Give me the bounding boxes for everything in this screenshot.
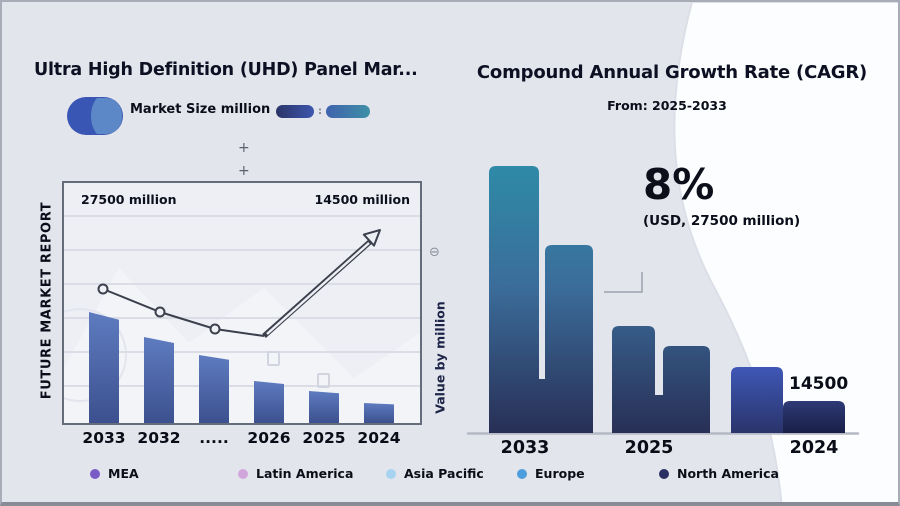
bar-merge-2025 bbox=[655, 395, 663, 433]
right-x-label-2024: 2024 bbox=[789, 438, 839, 458]
legend-pills: : bbox=[276, 105, 370, 118]
annotation-14500: 14500 million bbox=[314, 192, 411, 207]
future-market-report-label: FUTURE MARKET REPORT bbox=[39, 201, 55, 400]
right-bar-primary-2024 bbox=[731, 367, 783, 433]
left-x-label-2024: 2024 bbox=[357, 429, 401, 447]
clipboard-watermark-icon bbox=[267, 351, 280, 366]
legend-item-asia-pacific: Asia Pacific bbox=[386, 466, 484, 481]
right-bars-chart bbox=[466, 166, 860, 435]
gridline bbox=[64, 385, 420, 387]
annotation-27500: 27500 million bbox=[81, 192, 177, 207]
left-bar-..... bbox=[199, 355, 229, 423]
legend-label: Asia Pacific bbox=[404, 466, 484, 481]
left-bar-2026 bbox=[254, 381, 284, 423]
trend-line-and-arrow bbox=[97, 229, 381, 339]
bar-value-14500: 14500 bbox=[789, 374, 849, 394]
right-bar-secondary-2024 bbox=[783, 401, 845, 433]
page-title: Ultra High Definition (UHD) Panel Mar... bbox=[34, 60, 418, 80]
plus-icon: + bbox=[238, 140, 250, 156]
left-x-label-2026: 2026 bbox=[247, 429, 291, 447]
left-x-label-2025: 2025 bbox=[302, 429, 346, 447]
pill-separator: : bbox=[318, 106, 322, 117]
legend-item-north-america: North America bbox=[659, 466, 779, 481]
plus-icon: + bbox=[238, 163, 250, 179]
gridline bbox=[64, 249, 420, 251]
legend-dot-icon bbox=[386, 468, 396, 479]
right-bar-secondary-2033 bbox=[545, 245, 593, 433]
right-x-label-2033: 2033 bbox=[500, 438, 550, 458]
legend-item-latin-america: Latin America bbox=[238, 466, 353, 481]
left-x-label-.....: ..... bbox=[199, 429, 229, 447]
pill-teal bbox=[326, 105, 370, 118]
database-cylinder-icon bbox=[67, 97, 123, 135]
cagr-subtitle: From: 2025-2033 bbox=[607, 98, 727, 113]
legend-label: North America bbox=[677, 466, 779, 481]
left-chart-frame: 27500 million 14500 million bbox=[62, 181, 422, 425]
left-bar-2032 bbox=[144, 337, 174, 423]
left-bar-2024 bbox=[364, 403, 394, 423]
pill-dark-blue bbox=[276, 105, 314, 118]
right-bar-secondary-2025 bbox=[663, 346, 710, 433]
right-x-label-2025: 2025 bbox=[624, 438, 674, 458]
cagr-basis-note: (USD, 27500 million) bbox=[643, 213, 801, 229]
cagr-title: Compound Annual Growth Rate (CAGR) bbox=[476, 62, 868, 83]
left-x-label-2033: 2033 bbox=[82, 429, 126, 447]
clipboard-watermark-icon bbox=[317, 373, 330, 388]
gridline bbox=[64, 317, 420, 319]
legend-item-mea: MEA bbox=[90, 466, 139, 481]
left-bar-2025 bbox=[309, 391, 339, 423]
legend-label: MEA bbox=[108, 466, 139, 481]
legend-item-europe: Europe bbox=[517, 466, 585, 481]
value-axis-label: Value by million bbox=[432, 301, 448, 414]
gridline bbox=[64, 215, 420, 217]
legend-label: Latin America bbox=[256, 466, 354, 481]
gridline bbox=[64, 351, 420, 353]
legend-dot-icon bbox=[517, 468, 527, 479]
left-bar-2033 bbox=[89, 312, 119, 423]
corner-bracket-decoration bbox=[604, 272, 643, 293]
bar-merge-2033 bbox=[539, 379, 545, 433]
legend-dot-icon bbox=[238, 468, 248, 479]
legend-dot-icon bbox=[90, 468, 100, 479]
legend-dot-icon bbox=[659, 468, 669, 479]
market-size-label: Market Size million bbox=[130, 102, 271, 117]
gridline bbox=[64, 283, 420, 285]
right-bar-primary-2025 bbox=[612, 326, 655, 433]
legend-label: Europe bbox=[535, 466, 585, 481]
left-x-label-2032: 2032 bbox=[137, 429, 181, 447]
right-bar-primary-2033 bbox=[489, 166, 539, 433]
circle-minus-icon: ⊖ bbox=[429, 245, 440, 260]
cagr-value: 8% bbox=[643, 160, 715, 209]
